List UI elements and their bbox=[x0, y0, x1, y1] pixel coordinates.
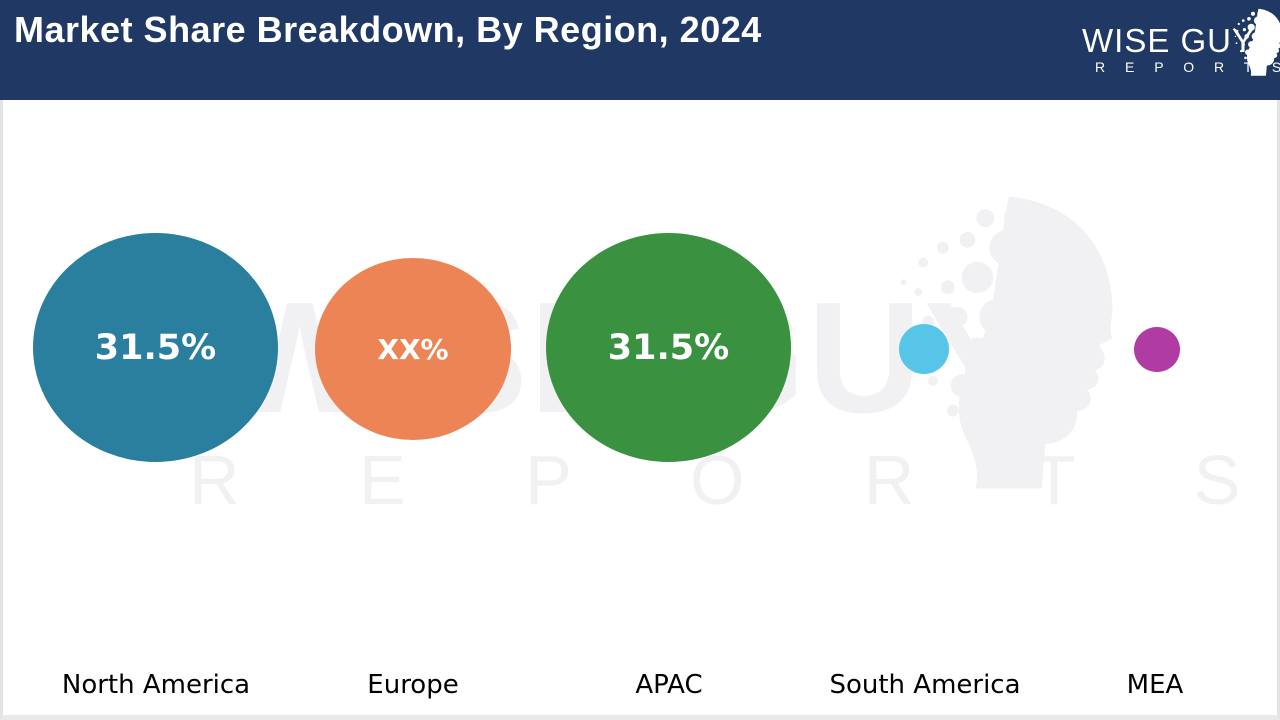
category-label-europe: Europe bbox=[367, 670, 459, 700]
category-label-south-america: South America bbox=[829, 670, 1021, 700]
watermark-subtext: R E P O R T S bbox=[189, 441, 1280, 519]
logo-subtext: R E P O R T S bbox=[1095, 59, 1280, 75]
bubble-north-america: 31.5% bbox=[33, 233, 278, 462]
header: Market Share Breakdown, By Region, 2024 … bbox=[0, 0, 1280, 100]
logo-head-icon bbox=[1224, 7, 1280, 93]
bubble-apac: 31.5% bbox=[546, 233, 791, 462]
bubble-value-apac: 31.5% bbox=[607, 327, 730, 368]
watermark-head-icon bbox=[859, 188, 1155, 564]
chart-area: WISE GUY R E P O R T S 31.5% XX% 31.5% N… bbox=[0, 100, 1280, 720]
bubble-value-europe: XX% bbox=[377, 332, 449, 366]
category-label-apac: APAC bbox=[635, 670, 703, 700]
bubble-value-north-america: 31.5% bbox=[94, 327, 217, 368]
bubble-europe: XX% bbox=[315, 258, 511, 440]
category-label-north-america: North America bbox=[61, 670, 251, 700]
bubble-mea bbox=[1134, 327, 1180, 372]
page-title: Market Share Breakdown, By Region, 2024 bbox=[14, 9, 762, 50]
logo: WISE GUY R E P O R T S bbox=[1035, 0, 1280, 100]
bubble-south-america bbox=[899, 324, 949, 374]
category-label-mea: MEA bbox=[1126, 670, 1184, 700]
logo-wordmark: WISE GUY bbox=[1082, 22, 1256, 59]
